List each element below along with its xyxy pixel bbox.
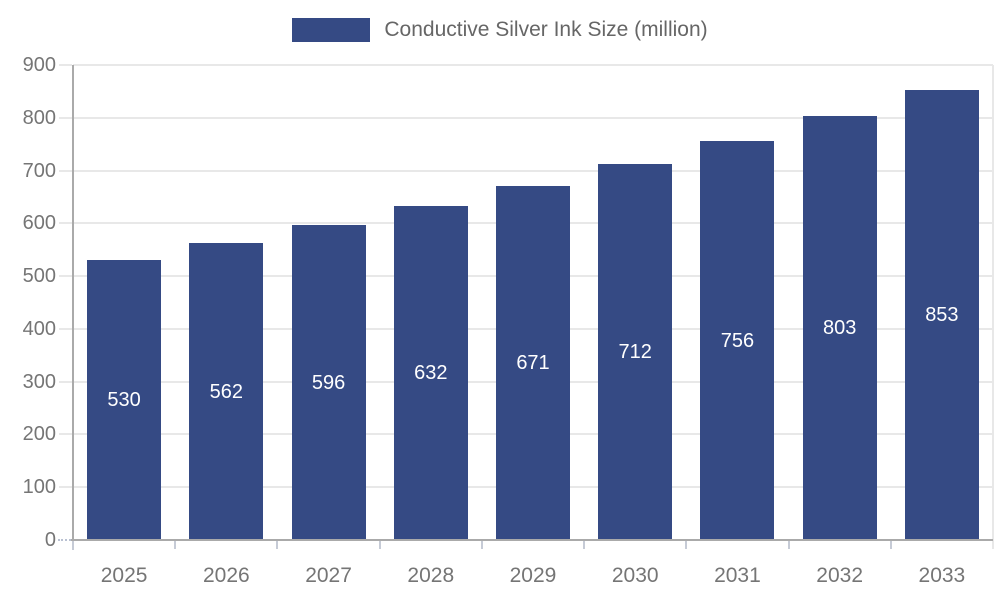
bar-value-label: 803 bbox=[822, 317, 857, 340]
x-axis-tick-label: 2027 bbox=[305, 564, 352, 587]
x-axis-boundary-tick bbox=[685, 540, 688, 549]
plot-right-border bbox=[992, 65, 994, 549]
x-axis-boundary-tick bbox=[480, 540, 483, 549]
y-axis-tick-label: 400 bbox=[22, 317, 56, 340]
legend-swatch bbox=[292, 18, 371, 42]
y-axis-tick-mark bbox=[59, 433, 72, 436]
bar bbox=[291, 225, 366, 540]
y-axis-tick-mark-zero bbox=[58, 539, 71, 541]
bar bbox=[87, 260, 162, 540]
y-axis-tick-label: 100 bbox=[22, 476, 56, 499]
bar-value-label: 671 bbox=[516, 351, 550, 374]
bar bbox=[496, 185, 570, 540]
x-axis-boundary-tick bbox=[378, 540, 381, 549]
x-axis-tick-label: 2025 bbox=[100, 564, 148, 587]
bar-value-label: 562 bbox=[209, 380, 244, 403]
y-axis-tick-mark bbox=[59, 275, 72, 278]
y-axis-tick-mark bbox=[59, 64, 72, 66]
y-axis-line bbox=[72, 65, 74, 541]
bar bbox=[598, 164, 673, 540]
y-axis-tick-label: 300 bbox=[22, 370, 56, 393]
y-axis-tick-label: 600 bbox=[22, 212, 56, 235]
x-axis-tick-label: 2033 bbox=[918, 564, 966, 587]
gridline bbox=[73, 169, 993, 172]
y-axis-tick-label: 900 bbox=[22, 54, 56, 76]
x-axis-tick-label: 2031 bbox=[714, 564, 761, 587]
y-axis-tick-mark bbox=[59, 222, 72, 225]
x-axis-tick-label: 2030 bbox=[611, 564, 659, 587]
y-axis-tick-mark bbox=[59, 486, 72, 489]
x-axis-line bbox=[71, 539, 993, 541]
x-axis-tick-label: 2028 bbox=[407, 564, 455, 587]
x-axis-boundary-tick bbox=[276, 540, 279, 549]
plot-area: 0 100 200 300 400 500 600 700 800 900 530 562 596 632… bbox=[23, 54, 994, 587]
x-axis-tick-label: 2026 bbox=[202, 564, 250, 587]
y-axis-tick-mark bbox=[59, 327, 72, 330]
y-axis-below-tick bbox=[72, 541, 74, 550]
x-axis-boundary-tick bbox=[787, 540, 790, 549]
legend: Conductive Silver Ink Size (million) bbox=[0, 18, 1000, 42]
x-axis-boundary-tick bbox=[174, 540, 177, 549]
y-axis-tick-label: 200 bbox=[22, 423, 56, 446]
bar-value-label: 712 bbox=[618, 341, 652, 364]
y-axis-tick-mark bbox=[59, 380, 72, 383]
y-axis-tick-label: 800 bbox=[22, 106, 56, 129]
bar bbox=[700, 141, 775, 540]
bar bbox=[393, 206, 468, 540]
bar bbox=[802, 116, 877, 540]
gridline bbox=[73, 64, 993, 66]
bar bbox=[189, 243, 264, 540]
bar-value-label: 596 bbox=[311, 371, 346, 394]
x-axis-boundary-tick bbox=[889, 540, 892, 549]
y-axis-tick-label: 700 bbox=[22, 159, 56, 182]
bar-value-label: 530 bbox=[107, 389, 141, 412]
x-axis-tick-label: 2032 bbox=[816, 564, 864, 587]
x-axis-boundary-tick bbox=[583, 540, 586, 549]
bar-value-label: 756 bbox=[720, 329, 755, 352]
gridline bbox=[73, 116, 993, 119]
y-axis-tick-mark bbox=[59, 169, 72, 172]
bar-value-label: 632 bbox=[414, 362, 448, 385]
legend-label: Conductive Silver Ink Size (million) bbox=[384, 18, 708, 41]
y-axis-tick-label: 500 bbox=[22, 265, 56, 288]
bar bbox=[904, 89, 979, 540]
x-axis-tick-label: 2029 bbox=[509, 564, 557, 587]
bar-value-label: 853 bbox=[925, 303, 959, 326]
y-axis-tick-label: 0 bbox=[44, 529, 56, 551]
y-axis-tick-mark bbox=[59, 116, 72, 119]
